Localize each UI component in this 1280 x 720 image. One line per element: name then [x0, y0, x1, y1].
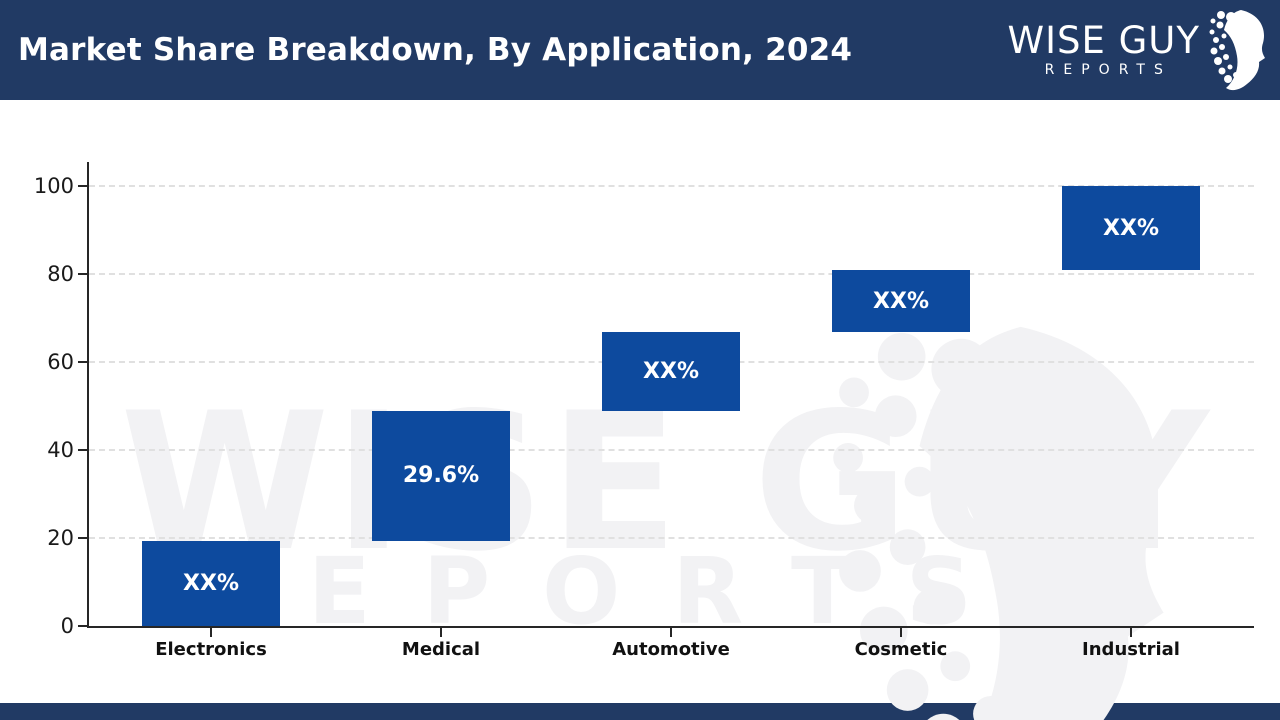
y-tick-label-100: 100 — [33, 174, 74, 198]
x-tick-electronics — [210, 628, 212, 637]
bar-value-label: XX% — [183, 571, 239, 597]
x-label-industrial: Industrial — [1082, 639, 1180, 660]
bar-value-label: XX% — [1103, 215, 1159, 241]
logo-text: WISE GUY REPORTS — [1007, 18, 1200, 79]
x-label-cosmetic: Cosmetic — [854, 639, 948, 660]
y-tick-label-40: 40 — [47, 438, 74, 462]
bar-cosmetic: XX% — [832, 270, 970, 333]
y-tick-80 — [78, 273, 87, 275]
y-tick-20 — [78, 537, 87, 539]
logo-name: WISE GUY — [1007, 18, 1200, 62]
y-tick-100 — [78, 185, 87, 187]
gridline-20 — [89, 537, 1254, 539]
y-tick-40 — [78, 449, 87, 451]
x-tick-medical — [440, 628, 442, 637]
bar-industrial: XX% — [1062, 186, 1200, 271]
x-tick-automotive — [670, 628, 672, 637]
header-bar: Market Share Breakdown, By Application, … — [0, 0, 1280, 100]
x-tick-cosmetic — [900, 628, 902, 637]
x-label-automotive: Automotive — [612, 639, 730, 660]
bar-medical: 29.6% — [372, 410, 510, 542]
y-tick-label-60: 60 — [47, 350, 74, 374]
y-axis-line — [87, 162, 89, 628]
footer-bar — [0, 703, 1280, 720]
y-tick-60 — [78, 361, 87, 363]
y-tick-label-20: 20 — [47, 526, 74, 550]
bar-value-label: XX% — [873, 288, 929, 314]
bar-electronics: XX% — [142, 541, 280, 626]
wise-guy-logo: WISE GUY REPORTS — [1008, 8, 1266, 92]
gridline-100 — [89, 185, 1254, 187]
y-tick-label-0: 0 — [60, 614, 74, 638]
y-tick-0 — [78, 625, 87, 627]
page-title: Market Share Breakdown, By Application, … — [18, 32, 853, 68]
bar-value-label: 29.6% — [402, 463, 480, 489]
logo-tagline: REPORTS — [1044, 62, 1172, 79]
gridline-40 — [89, 449, 1254, 451]
gridline-80 — [89, 273, 1254, 275]
bar-value-label: XX% — [643, 358, 699, 384]
logo-face-icon — [1209, 10, 1265, 91]
y-tick-label-80: 80 — [47, 262, 74, 286]
x-axis-line — [87, 626, 1254, 628]
bar-automotive: XX% — [602, 332, 740, 411]
watermark-face-icon — [833, 326, 1164, 720]
x-tick-industrial — [1130, 628, 1132, 637]
x-label-electronics: Electronics — [155, 639, 267, 660]
x-label-medical: Medical — [401, 639, 481, 660]
